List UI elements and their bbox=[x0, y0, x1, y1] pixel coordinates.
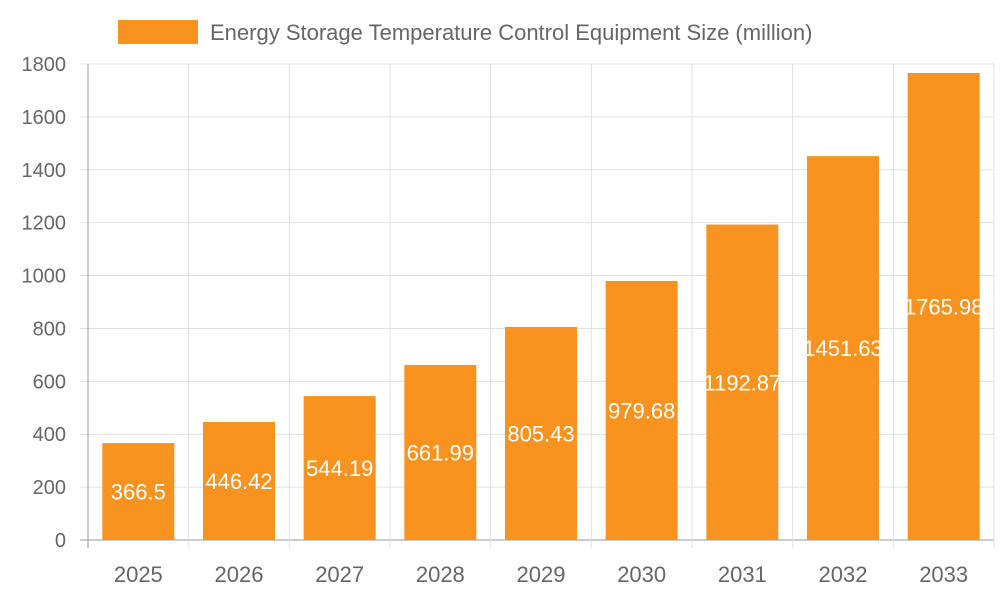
legend[interactable]: Energy Storage Temperature Control Equip… bbox=[118, 20, 812, 45]
x-tick-label: 2029 bbox=[517, 562, 566, 587]
x-tick-label: 2028 bbox=[416, 562, 465, 587]
y-tick-label: 800 bbox=[33, 318, 66, 340]
y-tick-label: 1000 bbox=[22, 266, 67, 288]
data-label-2028: 661.99 bbox=[407, 440, 474, 465]
y-tick-label: 200 bbox=[33, 477, 66, 499]
legend-label: Energy Storage Temperature Control Equip… bbox=[210, 20, 812, 45]
bar-2027 bbox=[303, 396, 376, 540]
data-label-2029: 805.43 bbox=[507, 422, 574, 447]
y-tick-label: 1400 bbox=[22, 160, 67, 182]
x-tick-label: 2027 bbox=[315, 562, 364, 587]
x-tick-label: 2031 bbox=[718, 562, 767, 587]
x-tick-label: 2030 bbox=[617, 562, 666, 587]
bar-2029 bbox=[505, 327, 577, 540]
data-label-2026: 446.42 bbox=[205, 469, 272, 494]
y-tick-label: 400 bbox=[33, 424, 66, 446]
x-tick-label: 2025 bbox=[114, 562, 163, 587]
bar-2026 bbox=[203, 421, 275, 540]
x-tick-label: 2032 bbox=[819, 562, 868, 587]
data-label-2032: 1451.63 bbox=[803, 336, 883, 361]
data-label-2033: 1765.98 bbox=[904, 294, 984, 319]
bar-2033 bbox=[907, 72, 980, 540]
x-tick-label: 2026 bbox=[215, 562, 264, 587]
bar-2028 bbox=[404, 364, 477, 540]
y-tick-label: 600 bbox=[33, 371, 66, 393]
bar-2031 bbox=[706, 224, 779, 540]
data-label-2030: 979.68 bbox=[608, 398, 675, 423]
y-tick-label: 1200 bbox=[22, 213, 67, 235]
bar-2032 bbox=[807, 156, 879, 540]
y-tick-label: 0 bbox=[55, 530, 66, 552]
bar-2030 bbox=[605, 280, 678, 540]
bar-2025 bbox=[102, 443, 175, 540]
y-tick-label: 1600 bbox=[22, 107, 67, 129]
x-tick-label: 2033 bbox=[919, 562, 968, 587]
data-label-2031: 1192.87 bbox=[703, 370, 781, 395]
y-tick-label: 1800 bbox=[22, 54, 67, 76]
data-label-2027: 544.19 bbox=[306, 456, 373, 481]
legend-swatch bbox=[118, 20, 198, 44]
data-label-2025: 366.5 bbox=[111, 480, 166, 505]
